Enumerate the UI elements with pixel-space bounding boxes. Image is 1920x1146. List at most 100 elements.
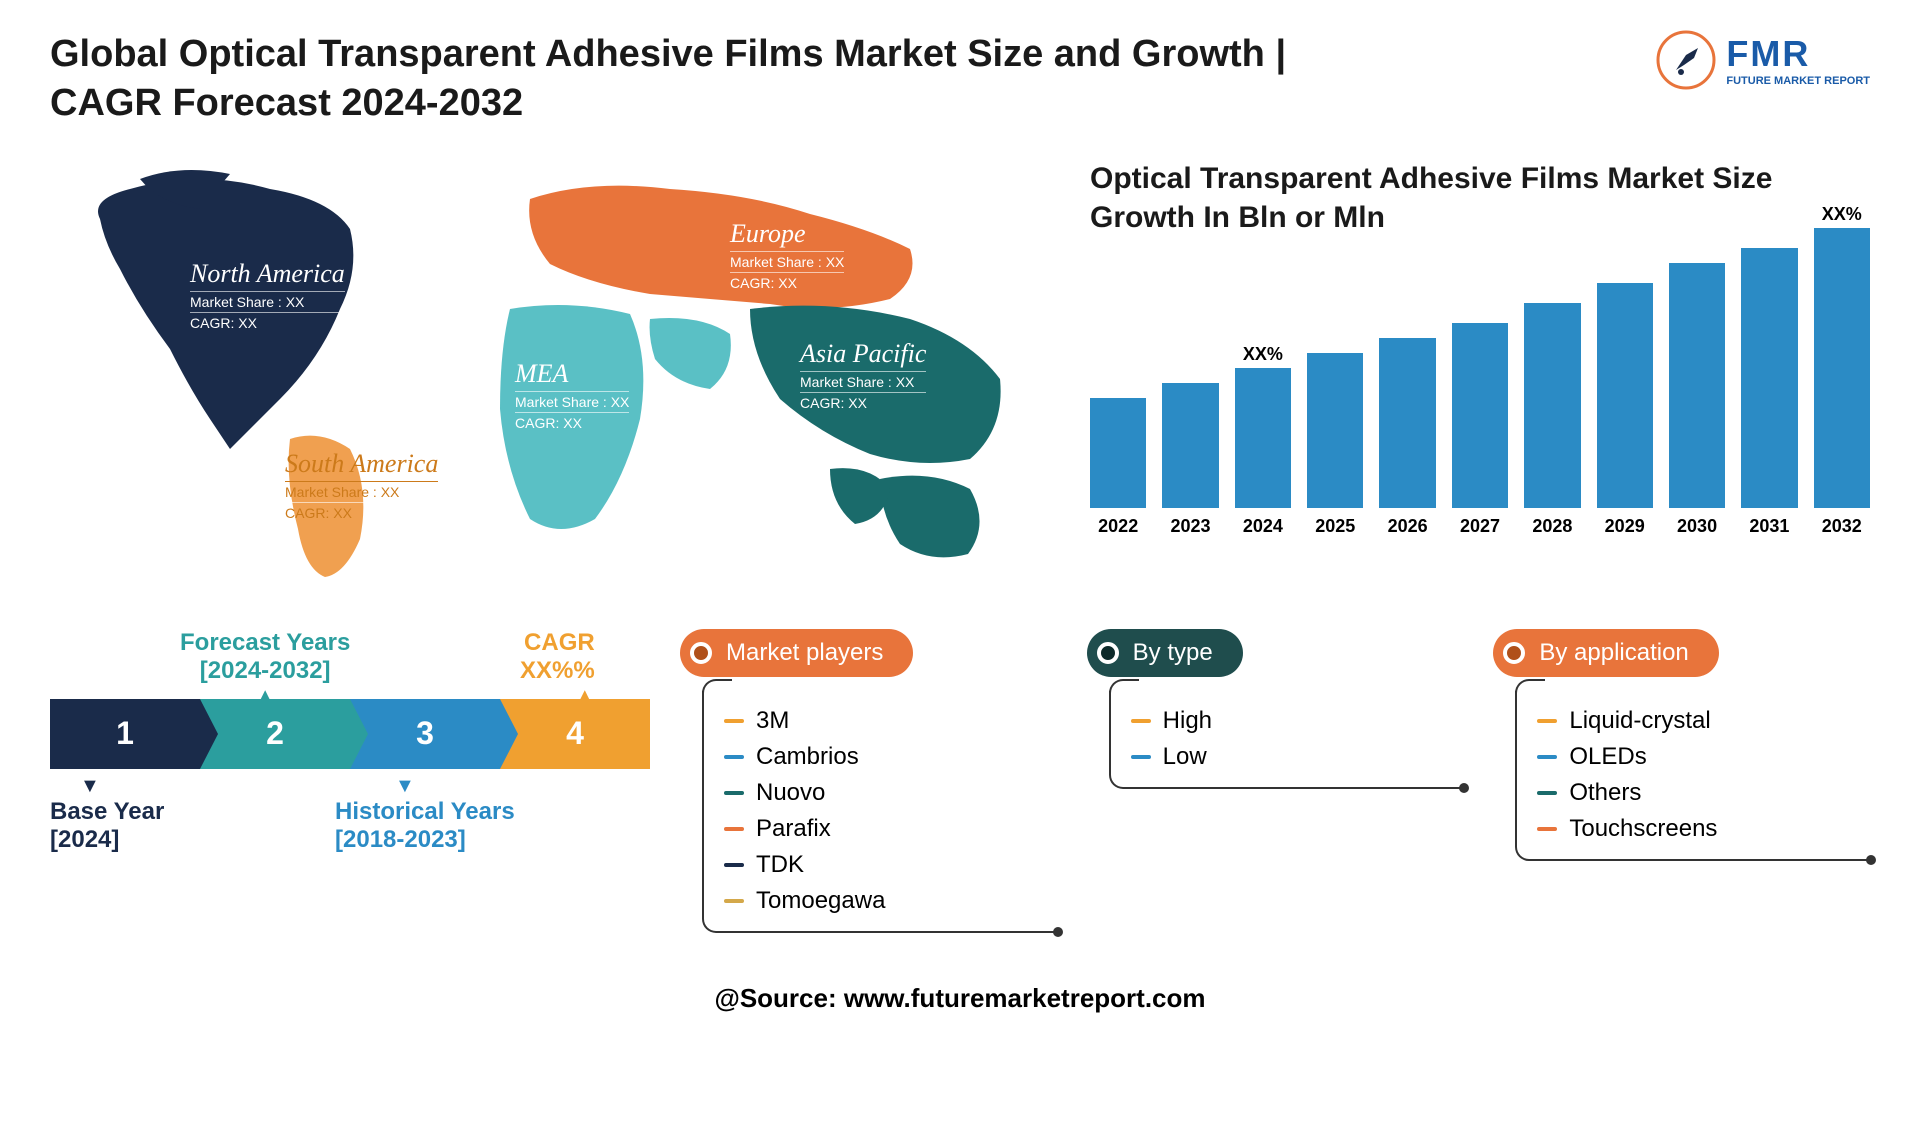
timeline-seg-3: 3 bbox=[350, 699, 500, 769]
bar-annotation: XX% bbox=[1243, 344, 1283, 365]
item-label: TDK bbox=[756, 851, 804, 879]
item-label: Nuovo bbox=[756, 779, 825, 807]
list-item: Parafix bbox=[724, 811, 1057, 847]
region-eu-cagr: CAGR: XX bbox=[730, 272, 844, 291]
region-mea-name: MEA bbox=[515, 359, 629, 389]
bar-2028: 2028 bbox=[1524, 303, 1580, 537]
tl-forecast-label: Forecast Years bbox=[180, 629, 350, 657]
item-label: Others bbox=[1569, 779, 1641, 807]
bar-2032: XX%2032 bbox=[1814, 228, 1870, 537]
timeline-seg-1: 1 bbox=[50, 699, 200, 769]
bar-fill bbox=[1814, 228, 1870, 508]
players-title: Market players bbox=[726, 639, 883, 667]
logo-sub: FUTURE MARKET REPORT bbox=[1726, 75, 1870, 87]
triangle-down-icon: ▼ bbox=[395, 775, 515, 798]
by-type-col: By type High Low bbox=[1087, 629, 1464, 933]
item-label: Liquid-crystal bbox=[1569, 707, 1710, 735]
region-mea-share: Market Share : XX bbox=[515, 391, 629, 410]
market-players-col: Market players 3M Cambrios Nuovo Parafix TDK… bbox=[680, 629, 1057, 933]
bar-fill bbox=[1452, 323, 1508, 508]
tick-icon bbox=[724, 899, 744, 903]
bar-fill bbox=[1379, 338, 1435, 508]
bar-year-label: 2031 bbox=[1749, 516, 1789, 537]
bar-year-label: 2025 bbox=[1315, 516, 1355, 537]
players-pill: Market players bbox=[680, 629, 913, 677]
bar-year-label: 2023 bbox=[1171, 516, 1211, 537]
page-title: Global Optical Transparent Adhesive Film… bbox=[50, 30, 1350, 129]
telescope-icon bbox=[1656, 30, 1716, 90]
tick-icon bbox=[1537, 827, 1557, 831]
region-mea-cagr: CAGR: XX bbox=[515, 412, 629, 431]
bar-fill bbox=[1235, 368, 1291, 508]
bar-fill bbox=[1741, 248, 1797, 508]
bar-fill bbox=[1162, 383, 1218, 508]
item-label: High bbox=[1163, 707, 1212, 735]
timeline-infographic: Forecast Years [2024-2032] ▲ CAGR XX%% ▲… bbox=[50, 629, 650, 933]
bar-fill bbox=[1597, 283, 1653, 508]
list-item: Low bbox=[1131, 739, 1464, 775]
logo-main: FMR bbox=[1726, 33, 1870, 75]
bar-2027: 2027 bbox=[1452, 323, 1508, 537]
source-attribution: @Source: www.futuremarketreport.com bbox=[50, 983, 1870, 1014]
tick-icon bbox=[1131, 719, 1151, 723]
by-application-col: By application Liquid-crystal OLEDs Others… bbox=[1493, 629, 1870, 933]
bar-annotation: XX% bbox=[1822, 204, 1862, 225]
item-label: OLEDs bbox=[1569, 743, 1646, 771]
region-ap-share: Market Share : XX bbox=[800, 371, 926, 390]
bar-2030: 2030 bbox=[1669, 263, 1725, 537]
region-ap-cagr: CAGR: XX bbox=[800, 392, 926, 411]
list-item: Nuovo bbox=[724, 775, 1057, 811]
tick-icon bbox=[1537, 791, 1557, 795]
list-item: Cambrios bbox=[724, 739, 1057, 775]
bar-year-label: 2026 bbox=[1388, 516, 1428, 537]
tl-hist-label: Historical Years bbox=[335, 798, 515, 826]
tick-icon bbox=[724, 863, 744, 867]
bar-2029: 2029 bbox=[1597, 283, 1653, 537]
bar-2022: 2022 bbox=[1090, 398, 1146, 537]
app-pill: By application bbox=[1493, 629, 1718, 677]
tick-icon bbox=[1537, 755, 1557, 759]
item-label: Tomoegawa bbox=[756, 887, 885, 915]
tick-icon bbox=[1537, 719, 1557, 723]
bar-year-label: 2029 bbox=[1605, 516, 1645, 537]
dot-icon bbox=[690, 642, 712, 664]
timeline-seg-4: 4 bbox=[500, 699, 650, 769]
dot-icon bbox=[1503, 642, 1525, 664]
item-label: 3M bbox=[756, 707, 789, 735]
tl-cagr-value: XX%% bbox=[520, 657, 595, 685]
region-na-name: North America bbox=[190, 259, 345, 289]
type-pill: By type bbox=[1087, 629, 1243, 677]
app-title: By application bbox=[1539, 639, 1688, 667]
region-eu-name: Europe bbox=[730, 219, 844, 249]
item-label: Low bbox=[1163, 743, 1207, 771]
bar-2024: XX%2024 bbox=[1235, 368, 1291, 537]
bar-year-label: 2022 bbox=[1098, 516, 1138, 537]
bar-year-label: 2024 bbox=[1243, 516, 1283, 537]
tl-forecast-value: [2024-2032] bbox=[180, 657, 350, 685]
region-na-share: Market Share : XX bbox=[190, 291, 345, 310]
timeline-seg-2: 2 bbox=[200, 699, 350, 769]
item-label: Touchscreens bbox=[1569, 815, 1717, 843]
tl-hist-value: [2018-2023] bbox=[335, 826, 515, 854]
tick-icon bbox=[724, 791, 744, 795]
tick-icon bbox=[1131, 755, 1151, 759]
bar-2023: 2023 bbox=[1162, 383, 1218, 537]
bar-fill bbox=[1669, 263, 1725, 508]
region-sa-share: Market Share : XX bbox=[285, 481, 438, 500]
region-eu-share: Market Share : XX bbox=[730, 251, 844, 270]
region-na-cagr: CAGR: XX bbox=[190, 312, 345, 331]
tl-base-label: Base Year bbox=[50, 798, 164, 826]
growth-bar-chart: Optical Transparent Adhesive Films Marke… bbox=[1090, 159, 1870, 579]
list-item: High bbox=[1131, 703, 1464, 739]
region-sa-cagr: CAGR: XX bbox=[285, 502, 438, 521]
fmr-logo: FMR FUTURE MARKET REPORT bbox=[1656, 30, 1870, 90]
dot-icon bbox=[1097, 642, 1119, 664]
bar-year-label: 2027 bbox=[1460, 516, 1500, 537]
bar-year-label: 2032 bbox=[1822, 516, 1862, 537]
bar-2026: 2026 bbox=[1379, 338, 1435, 537]
bar-year-label: 2030 bbox=[1677, 516, 1717, 537]
tick-icon bbox=[724, 719, 744, 723]
bar-fill bbox=[1090, 398, 1146, 508]
list-item: TDK bbox=[724, 847, 1057, 883]
list-item: 3M bbox=[724, 703, 1057, 739]
